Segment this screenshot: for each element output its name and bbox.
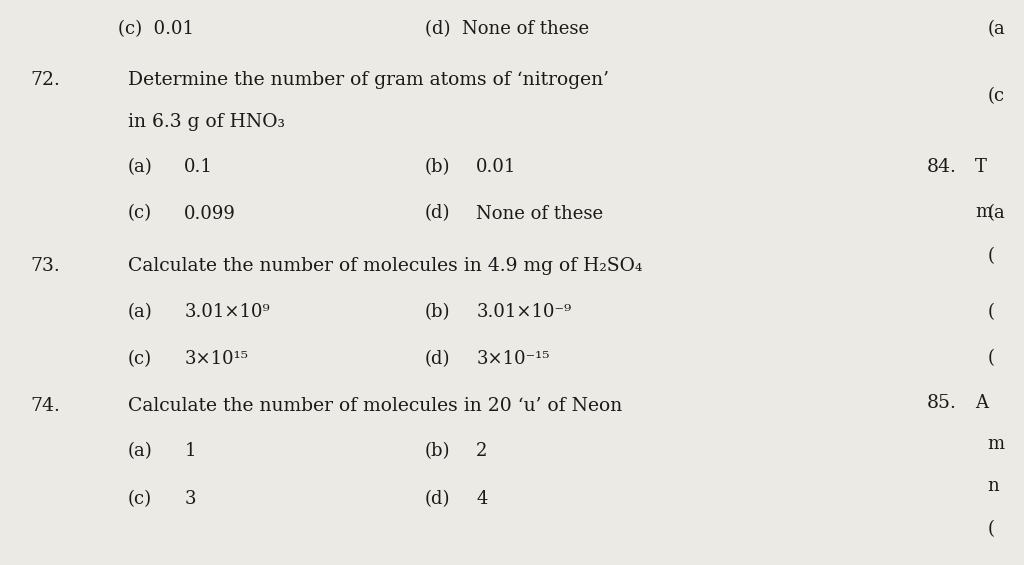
Text: (b): (b) [425,158,451,176]
Text: (: ( [987,349,994,367]
Text: Calculate the number of molecules in 4.9 mg of H₂SO₄: Calculate the number of molecules in 4.9… [128,257,642,275]
Text: T: T [975,158,987,176]
Text: 84.: 84. [927,158,956,176]
Text: 85.: 85. [927,394,956,412]
Text: (c): (c) [128,205,153,223]
Text: (c)  0.01: (c) 0.01 [118,20,194,38]
Text: 1: 1 [184,442,196,460]
Text: 0.099: 0.099 [184,205,237,223]
Text: (b): (b) [425,303,451,321]
Text: n: n [987,477,998,496]
Text: (: ( [987,520,994,538]
Text: (d): (d) [425,205,451,223]
Text: (c: (c [987,88,1005,106]
Text: (a): (a) [128,442,153,460]
Text: 3: 3 [184,490,196,508]
Text: (d): (d) [425,490,451,508]
Text: Determine the number of gram atoms of ‘nitrogen’: Determine the number of gram atoms of ‘n… [128,71,609,89]
Text: Calculate the number of molecules in 20 ‘u’ of Neon: Calculate the number of molecules in 20 … [128,397,623,415]
Text: None of these: None of these [476,205,603,223]
Text: 3×10¹⁵: 3×10¹⁵ [184,350,248,368]
Text: (a): (a) [128,303,153,321]
Text: 3×10⁻¹⁵: 3×10⁻¹⁵ [476,350,550,368]
Text: 4: 4 [476,490,487,508]
Text: in 6.3 g of HNO₃: in 6.3 g of HNO₃ [128,113,285,131]
Text: 0.1: 0.1 [184,158,213,176]
Text: (b): (b) [425,442,451,460]
Text: 74.: 74. [31,397,60,415]
Text: (a): (a) [128,158,153,176]
Text: (a: (a [987,20,1005,38]
Text: (d)  None of these: (d) None of these [425,20,589,38]
Text: (c): (c) [128,350,153,368]
Text: (c): (c) [128,490,153,508]
Text: (: ( [987,303,994,321]
Text: 3.01×10⁻⁹: 3.01×10⁻⁹ [476,303,571,321]
Text: (a: (a [987,205,1005,223]
Text: A: A [975,394,988,412]
Text: 0.01: 0.01 [476,158,516,176]
Text: 2: 2 [476,442,487,460]
Text: m: m [987,435,1005,453]
Text: m: m [975,203,992,221]
Text: 3.01×10⁹: 3.01×10⁹ [184,303,270,321]
Text: 73.: 73. [31,257,60,275]
Text: (d): (d) [425,350,451,368]
Text: 72.: 72. [31,71,60,89]
Text: (: ( [987,247,994,265]
